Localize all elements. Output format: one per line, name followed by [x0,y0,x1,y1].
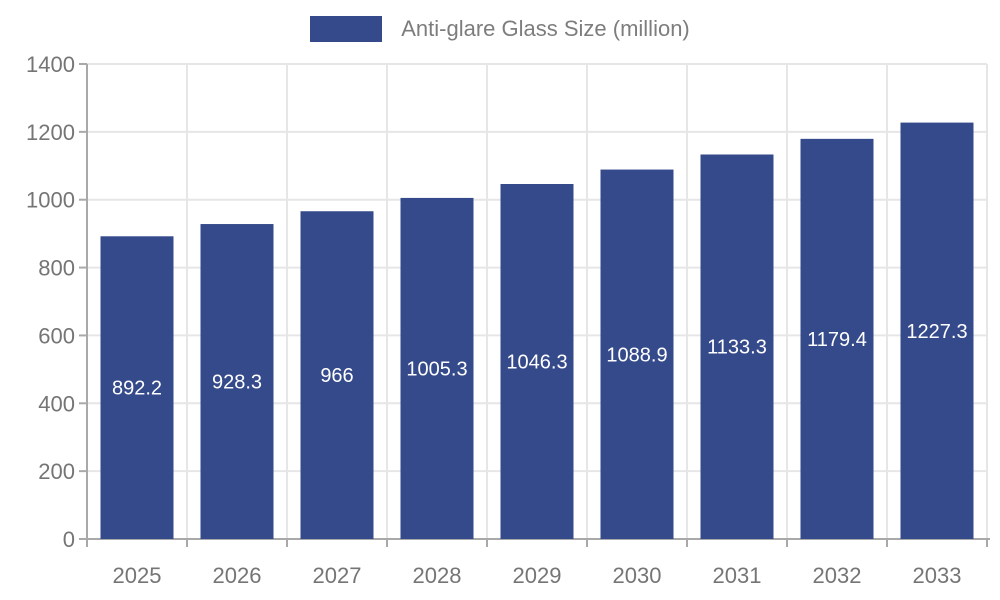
y-axis-tick-label: 200 [38,459,75,484]
bar-2032[interactable] [800,138,874,539]
bar-2030[interactable] [600,169,674,539]
bar-value-label: 1088.9 [606,344,667,366]
x-axis-tick-label: 2029 [513,563,562,588]
bar-value-label: 1227.3 [906,321,967,343]
bar-value-label: 892.2 [112,378,162,400]
bar-2031[interactable] [700,154,774,540]
y-axis-tick-label: 400 [38,391,75,416]
legend[interactable]: Anti-glare Glass Size (million) [0,16,1000,42]
x-axis-tick-label: 2026 [213,563,262,588]
y-axis-tick-label: 1000 [26,188,75,213]
x-axis-tick-label: 2033 [913,563,962,588]
bar-2029[interactable] [500,184,574,539]
x-axis-tick-label: 2027 [313,563,362,588]
y-axis-tick-label: 1200 [26,120,75,145]
bar-value-label: 1133.3 [707,337,767,359]
x-axis-tick-label: 2025 [113,563,162,588]
legend-label: Anti-glare Glass Size (million) [401,16,690,41]
bar-value-label: 1005.3 [406,358,467,380]
bar-2033[interactable] [900,122,974,540]
y-axis-tick-label: 0 [63,527,75,552]
bar-value-label: 966 [320,365,353,387]
bar-2027[interactable] [300,211,374,539]
x-axis-tick-label: 2030 [613,563,662,588]
legend-swatch [310,16,383,42]
bar-value-label: 1179.4 [807,329,867,351]
bar-value-label: 1046.3 [506,352,567,374]
bar-2028[interactable] [400,197,474,539]
x-axis-tick-label: 2032 [813,563,862,588]
x-axis-tick-label: 2028 [413,563,462,588]
y-axis-tick-label: 600 [38,323,75,348]
bar-value-label: 928.3 [212,372,262,394]
x-axis-tick-label: 2031 [713,563,762,588]
bar-2026[interactable] [200,224,274,539]
bar-2025[interactable] [100,236,174,539]
y-axis-tick-label: 1400 [26,52,75,77]
y-axis-tick-label: 800 [38,256,75,281]
